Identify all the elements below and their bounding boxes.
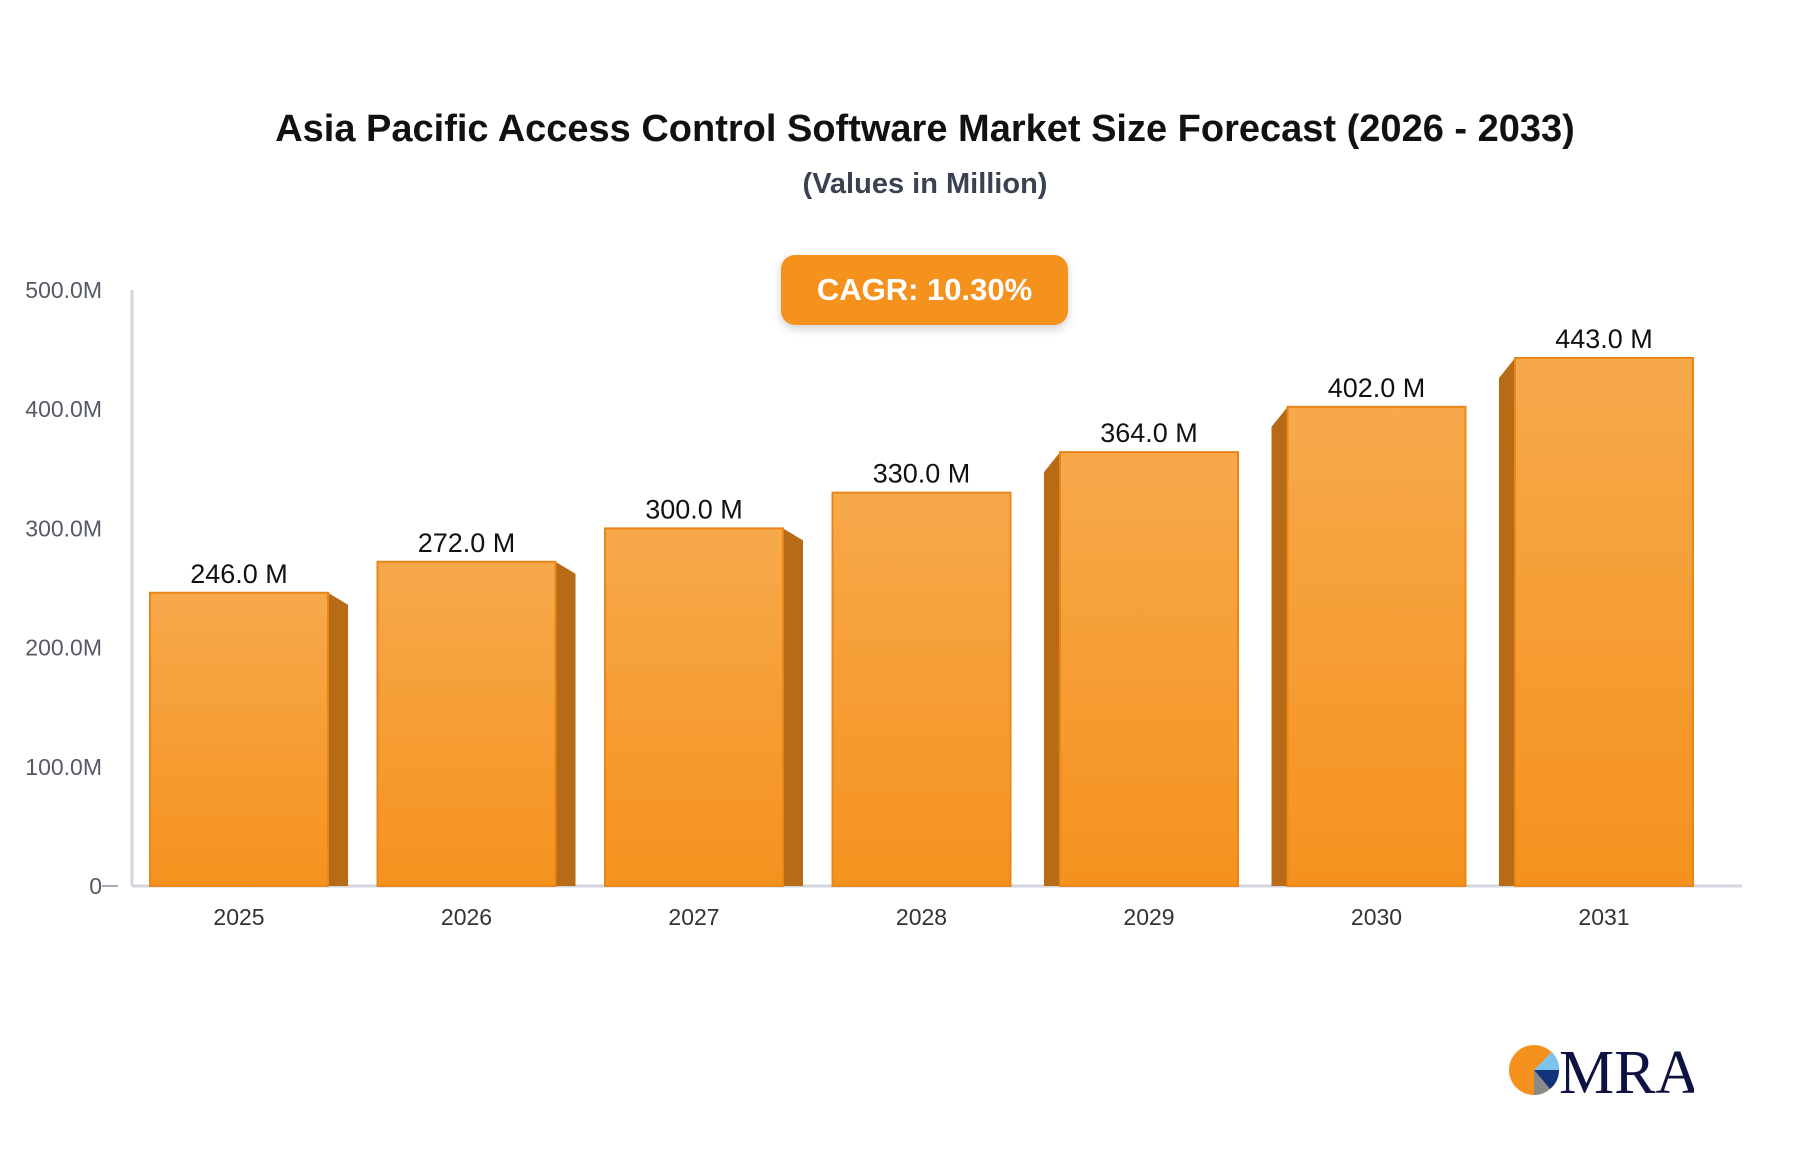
data-label: 330.0 M	[873, 459, 971, 489]
mra-logo: MRA	[1509, 1040, 1694, 1100]
y-tick-label: 200.0M	[25, 635, 102, 661]
chart-subtitle: (Values in Million)	[802, 168, 1048, 200]
bar-side	[328, 592, 348, 886]
data-label: 272.0 M	[418, 528, 516, 558]
y-tick-label: 400.0M	[25, 396, 102, 422]
bar	[1286, 405, 1467, 887]
data-label: 402.0 M	[1328, 373, 1426, 403]
data-label: 443.0 M	[1555, 324, 1653, 354]
data-label: 246.0 M	[190, 559, 288, 589]
bar	[149, 591, 329, 887]
cagr-badge: CAGR: 10.30%	[781, 255, 1068, 325]
x-tick-label: 2026	[441, 904, 492, 930]
x-tick-label: 2028	[896, 904, 947, 930]
y-tick-label: 100.0M	[25, 754, 102, 780]
bar	[376, 560, 557, 887]
bar	[604, 527, 784, 888]
bar-side	[1044, 452, 1060, 886]
bar	[831, 491, 1012, 887]
data-label: 364.0 M	[1100, 418, 1198, 448]
x-tick-label: 2030	[1351, 904, 1402, 930]
y-tick-label: 300.0M	[25, 515, 102, 541]
logo-text: MRA	[1559, 1040, 1694, 1100]
bar-side	[1499, 357, 1515, 887]
bar	[1514, 356, 1694, 888]
bar-side	[1271, 406, 1288, 886]
x-tick-label: 2025	[213, 904, 264, 930]
bar-side	[555, 561, 576, 886]
x-tick-label: 2031	[1578, 904, 1629, 930]
bar	[1059, 451, 1239, 887]
x-tick-label: 2029	[1123, 904, 1174, 930]
x-tick-label: 2027	[668, 904, 719, 930]
y-tick-label: 500.0M	[25, 277, 102, 303]
data-label: 300.0 M	[645, 494, 743, 524]
chart-title: Asia Pacific Access Control Software Mar…	[275, 108, 1575, 150]
y-tick-label: 0	[89, 873, 102, 899]
bar-side	[783, 528, 803, 886]
